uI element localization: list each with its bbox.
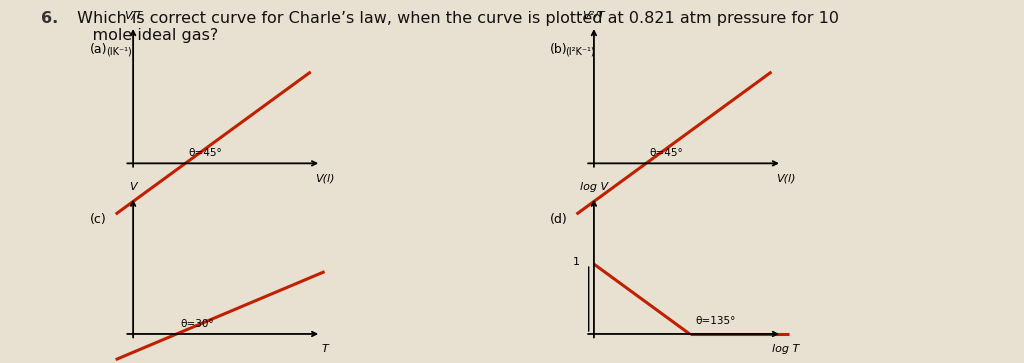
Text: θ=45°: θ=45° [649, 148, 683, 158]
Text: V(l): V(l) [314, 174, 335, 184]
Text: (a): (a) [89, 43, 108, 56]
Text: θ=45°: θ=45° [188, 148, 222, 158]
Text: Which is correct curve for Charle’s law, when the curve is plotted at 0.821 atm : Which is correct curve for Charle’s law,… [72, 11, 839, 43]
Text: θ=30°: θ=30° [180, 319, 214, 329]
Text: (c): (c) [90, 213, 106, 226]
Text: T: T [322, 344, 328, 354]
Text: V/T: V/T [124, 11, 142, 21]
Text: (l²K⁻¹): (l²K⁻¹) [565, 46, 595, 57]
Text: (lK⁻¹): (lK⁻¹) [106, 46, 132, 57]
Text: (d): (d) [550, 213, 568, 226]
Text: 6.: 6. [41, 11, 58, 26]
Text: (b): (b) [550, 43, 568, 56]
Text: V: V [129, 182, 137, 192]
Text: θ=135°: θ=135° [695, 316, 735, 326]
Text: log V: log V [580, 182, 608, 192]
Text: log T: log T [772, 344, 799, 354]
Text: V(l): V(l) [775, 174, 796, 184]
Text: 1: 1 [573, 257, 580, 266]
Text: V²/T: V²/T [583, 11, 605, 21]
